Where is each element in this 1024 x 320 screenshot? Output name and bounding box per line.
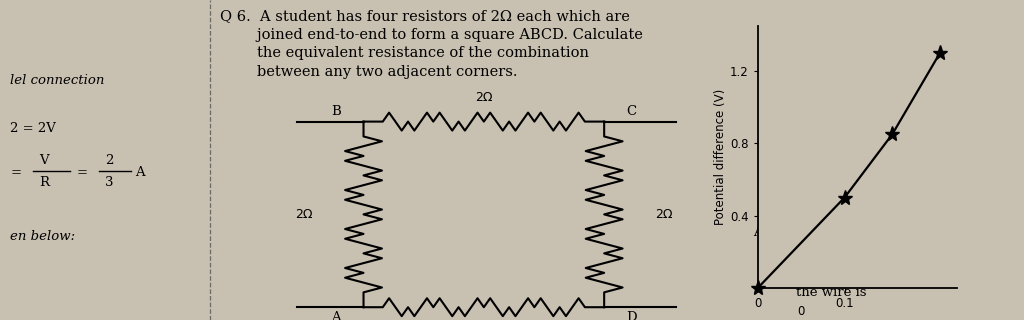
- Text: 2Ω: 2Ω: [295, 208, 312, 221]
- Text: 0: 0: [797, 305, 805, 318]
- Text: A: A: [332, 311, 341, 320]
- Text: 2Ω: 2Ω: [475, 91, 493, 104]
- Text: B: B: [331, 105, 341, 118]
- Text: Ans.: Ans.: [753, 226, 784, 239]
- Text: V: V: [39, 154, 48, 166]
- Text: R: R: [39, 176, 49, 189]
- Text: The V-I graph: The V-I graph: [796, 226, 892, 239]
- Text: 2 = 2V: 2 = 2V: [10, 122, 56, 135]
- Text: A: A: [135, 166, 144, 179]
- Text: 2Ω: 2Ω: [655, 208, 673, 221]
- Text: 2: 2: [105, 154, 114, 166]
- Text: the wire is: the wire is: [796, 286, 866, 300]
- Text: =: =: [10, 166, 22, 179]
- Text: C: C: [627, 105, 637, 118]
- Text: D: D: [627, 311, 637, 320]
- Text: 3: 3: [105, 176, 114, 189]
- Text: So, we can c: So, we can c: [796, 256, 880, 269]
- Text: lel connection: lel connection: [10, 74, 104, 87]
- Text: en below:: en below:: [10, 230, 76, 244]
- Text: =: =: [77, 166, 88, 179]
- Y-axis label: Potential difference (V): Potential difference (V): [714, 89, 727, 225]
- Text: Q 6.  A student has four resistors of 2Ω each which are
        joined end-to-en: Q 6. A student has four resistors of 2Ω …: [220, 10, 643, 79]
